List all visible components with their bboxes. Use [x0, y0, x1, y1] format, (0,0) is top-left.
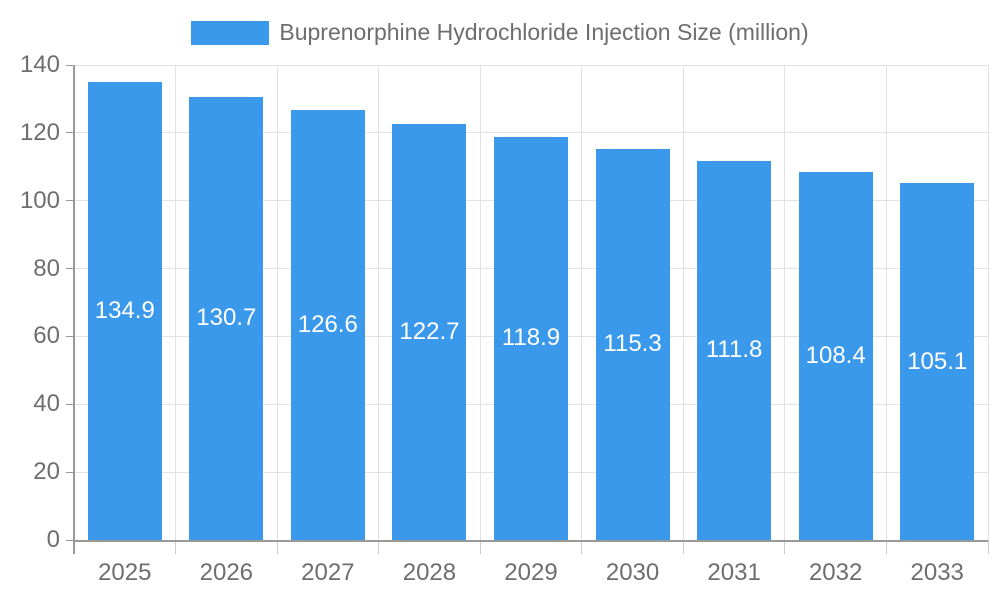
chart-legend[interactable]: Buprenorphine Hydrochloride Injection Si…	[0, 19, 1000, 46]
x-axis-tick	[175, 540, 177, 554]
v-gridline	[987, 65, 989, 540]
v-gridline	[479, 65, 481, 540]
y-axis-tick	[66, 539, 74, 541]
x-axis-tick	[378, 540, 380, 554]
bar-2031[interactable]	[697, 160, 772, 540]
v-gridline	[885, 65, 887, 540]
legend-swatch	[191, 20, 270, 45]
x-axis-tick	[885, 540, 887, 554]
y-axis-tick	[66, 471, 74, 473]
y-axis-tick-label: 140	[19, 51, 60, 78]
x-axis-line	[73, 540, 988, 542]
bar-2033[interactable]	[900, 183, 975, 540]
v-gridline	[581, 65, 583, 540]
legend-label: Buprenorphine Hydrochloride Injection Si…	[279, 19, 809, 45]
x-axis-tick-label: 2033	[910, 559, 964, 586]
x-axis-tick	[276, 540, 278, 554]
x-axis-tick	[682, 540, 684, 554]
x-axis-tick-label: 2029	[504, 559, 558, 586]
y-axis-tick-label: 60	[33, 322, 60, 350]
bar-2030[interactable]	[595, 148, 670, 540]
y-axis-tick-label: 80	[33, 254, 60, 282]
v-gridline	[175, 65, 177, 540]
y-axis-tick-label: 40	[33, 390, 60, 418]
v-gridline	[784, 65, 786, 540]
y-axis-tick	[66, 132, 74, 134]
bar-2027[interactable]	[290, 110, 365, 540]
y-axis-tick-label: 20	[33, 458, 60, 486]
y-axis-tick-label: 100	[19, 186, 60, 214]
y-axis-tick	[66, 268, 74, 270]
v-gridline	[378, 65, 380, 540]
y-axis-line	[73, 65, 75, 554]
v-gridline	[682, 65, 684, 540]
y-axis-tick	[66, 403, 74, 405]
y-axis-tick-label: 0	[46, 526, 60, 553]
v-gridline	[276, 65, 278, 540]
x-axis-tick-label: 2028	[402, 559, 457, 586]
y-axis-tick	[66, 335, 74, 337]
x-axis-tick	[987, 540, 989, 554]
x-axis-tick	[479, 540, 481, 554]
y-axis-tick	[66, 64, 74, 66]
x-axis-tick-label: 2027	[301, 559, 355, 586]
y-axis-tick	[66, 200, 74, 202]
x-axis-tick	[784, 540, 786, 554]
x-axis-tick-label: 2030	[605, 559, 660, 586]
x-axis-tick-label: 2026	[199, 559, 254, 586]
h-gridline	[74, 132, 988, 134]
bar-2026[interactable]	[189, 96, 264, 540]
bar-2029[interactable]	[494, 136, 568, 540]
x-axis-tick	[581, 540, 583, 554]
y-axis-tick-label: 120	[19, 118, 60, 146]
bar-2032[interactable]	[798, 172, 873, 540]
x-axis-tick-label: 2031	[707, 559, 761, 586]
bar-2025[interactable]	[87, 82, 162, 540]
h-gridline	[74, 64, 988, 66]
x-axis-tick-label: 2025	[98, 559, 152, 586]
bar-2028[interactable]	[392, 123, 467, 540]
x-axis-tick-label: 2032	[808, 559, 863, 586]
